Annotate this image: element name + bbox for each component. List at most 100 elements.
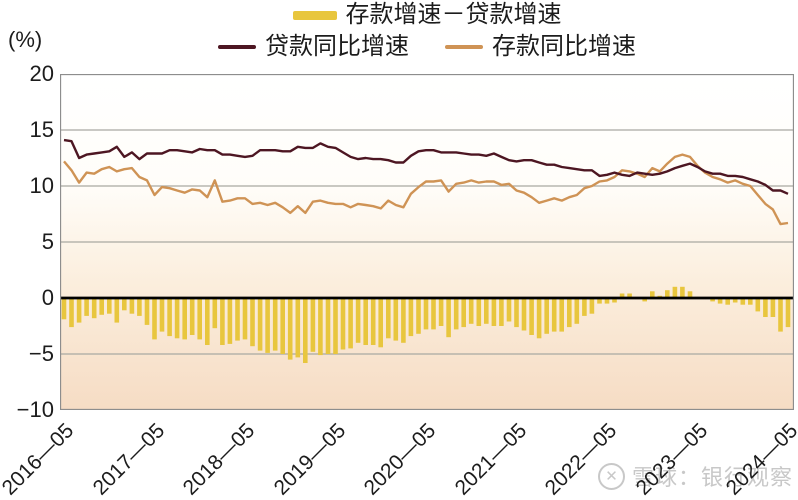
- diff-bar: [84, 298, 89, 316]
- diff-bar: [318, 298, 323, 356]
- plot-border: [59, 73, 795, 411]
- diff-bar: [438, 298, 444, 326]
- diff-bar: [551, 298, 557, 332]
- diff-bar: [717, 298, 723, 304]
- diff-bar: [333, 298, 338, 354]
- diff-bar: [763, 298, 768, 317]
- diff-bar: [137, 298, 142, 316]
- y-tick-label: 15: [29, 117, 54, 142]
- diff-bar: [378, 298, 383, 348]
- diff-bar: [122, 298, 127, 311]
- diff-bar: [453, 298, 459, 330]
- diff-bar: [257, 298, 263, 351]
- watermark-text: 雪球：银行观察: [631, 465, 793, 490]
- diff-bar: [205, 298, 210, 345]
- legend-row-2: 贷款同比增速 存款同比增速: [218, 32, 636, 62]
- diff-bar: [461, 298, 466, 328]
- loan-line-swatch-icon: [218, 45, 256, 49]
- diff-bar: [189, 298, 195, 335]
- diff-bar: [272, 298, 278, 351]
- diff-bar: [310, 298, 316, 352]
- legend-label-diff: 存款增速－贷款增速: [345, 1, 562, 28]
- diff-bar: [182, 298, 187, 340]
- diff-bar: [423, 298, 429, 330]
- y-tick-label: 20: [29, 61, 54, 86]
- diff-bar: [468, 298, 474, 324]
- diff-bar: [408, 298, 414, 337]
- diff-bar: [725, 298, 730, 305]
- diff-bar: [597, 298, 602, 304]
- diff-bar: [212, 298, 218, 329]
- diff-bar: [265, 298, 270, 353]
- diff-bar: [778, 298, 783, 332]
- diff-bar: [174, 298, 180, 339]
- diff-bar: [287, 298, 293, 360]
- diff-bar: [114, 298, 120, 323]
- diff-bar: [295, 298, 301, 358]
- diff-bar: [431, 298, 436, 330]
- x-tick-label: 2018—05: [178, 419, 260, 500]
- diff-bar: [416, 298, 421, 334]
- diff-bar: [491, 298, 497, 326]
- diff-bar: [370, 298, 376, 345]
- diff-bar: [144, 298, 150, 325]
- deposit-growth-line: [63, 153, 789, 226]
- x-tick-label: 2016—05: [0, 419, 79, 500]
- diff-bar: [627, 293, 632, 298]
- diff-bar: [250, 298, 255, 347]
- y-tick-label: 0: [41, 285, 54, 310]
- diff-bar: [340, 298, 346, 350]
- diff-bar: [650, 291, 655, 298]
- y-axis-unit-label: (%): [8, 27, 43, 52]
- legend-label-deposit: 存款同比增速: [492, 33, 636, 60]
- diff-bar: [363, 298, 368, 345]
- diff-bar: [242, 298, 248, 340]
- diff-bar: [91, 298, 97, 319]
- diff-bar: [665, 290, 670, 298]
- diff-bar: [235, 298, 240, 341]
- legend-label-loan: 贷款同比增速: [265, 33, 409, 60]
- legend-row-1: 存款增速－贷款增速: [292, 0, 562, 30]
- diff-bar: [785, 298, 791, 328]
- diff-bar: [619, 293, 625, 298]
- diff-bar: [680, 286, 685, 298]
- diff-bar: [589, 298, 595, 314]
- diff-bar: [303, 298, 308, 363]
- diff-bar: [325, 298, 331, 354]
- diff-bar: [740, 298, 746, 305]
- diff-bar: [61, 298, 67, 320]
- diff-bar: [529, 298, 534, 335]
- diff-bar: [732, 298, 738, 303]
- diff-bar: [446, 298, 451, 338]
- diff-bar: [99, 298, 104, 315]
- diff-bar: [167, 298, 172, 337]
- diff-bar: [582, 298, 587, 316]
- diff-bar: [521, 298, 527, 331]
- x-tick-label: 2017—05: [88, 419, 169, 500]
- y-tick-label: −5: [28, 341, 54, 366]
- diff-bar: [514, 298, 519, 328]
- diff-bar: [152, 298, 157, 340]
- diff-bar: [672, 286, 678, 298]
- diff-bar: [506, 298, 512, 322]
- diff-bar: [748, 298, 753, 305]
- diff-bar: [687, 291, 693, 298]
- watermark: ✕ 雪球：银行观察: [597, 460, 793, 492]
- diff-bar: [280, 298, 285, 354]
- diff-bar: [220, 298, 225, 345]
- diff-bar: [499, 298, 504, 326]
- bar-series-swatch-icon: [292, 10, 337, 20]
- y-tick-label: −10: [16, 397, 54, 422]
- y-tick-label: 5: [41, 229, 54, 254]
- x-tick-label: 2019—05: [269, 419, 350, 500]
- diff-bar: [770, 298, 776, 317]
- x-tick-label: 2021—05: [450, 419, 531, 500]
- y-tick-label: 10: [29, 173, 54, 198]
- diff-bar: [197, 298, 202, 340]
- legend-item-diff: 存款增速－贷款增速: [292, 0, 562, 30]
- x-tick-label: 2020—05: [359, 419, 441, 500]
- diff-bar: [755, 298, 761, 312]
- diff-bar: [544, 298, 549, 334]
- diff-bar: [612, 298, 617, 303]
- diff-bar: [355, 298, 361, 343]
